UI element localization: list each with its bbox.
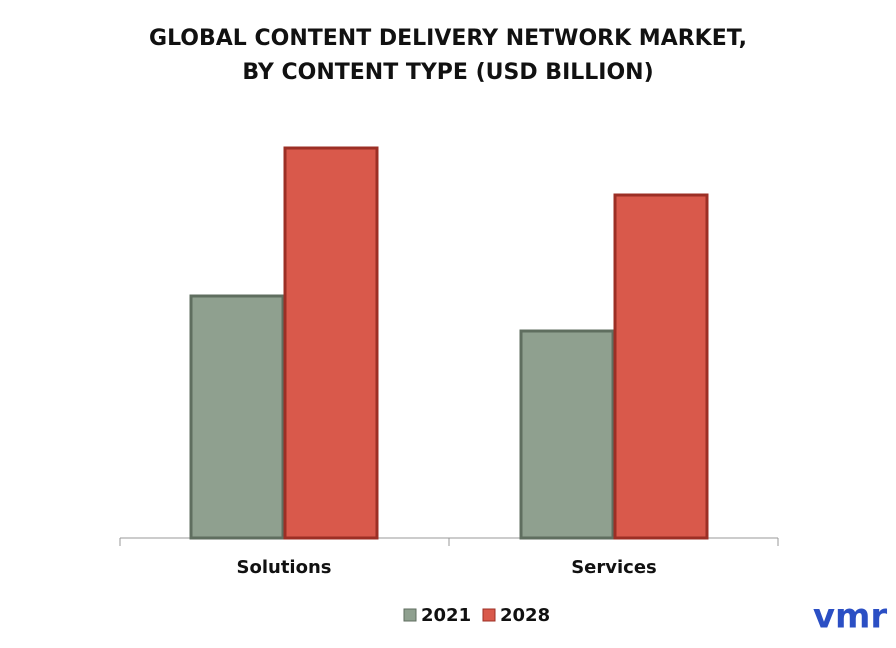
- bar: [189, 294, 285, 540]
- legend-label: 2021: [421, 605, 471, 626]
- x-tick-label: Services: [571, 557, 657, 578]
- bar: [613, 193, 709, 540]
- chart-title: GLOBAL CONTENT DELIVERY NETWORK MARKET, …: [149, 26, 747, 85]
- legend-swatch: [403, 608, 417, 622]
- x-tick-label: Solutions: [237, 557, 332, 578]
- legend-swatch: [482, 608, 496, 622]
- legend-label: 2028: [500, 605, 550, 626]
- bar: [519, 329, 615, 540]
- logo: vmr: [813, 597, 888, 637]
- bar: [283, 146, 379, 540]
